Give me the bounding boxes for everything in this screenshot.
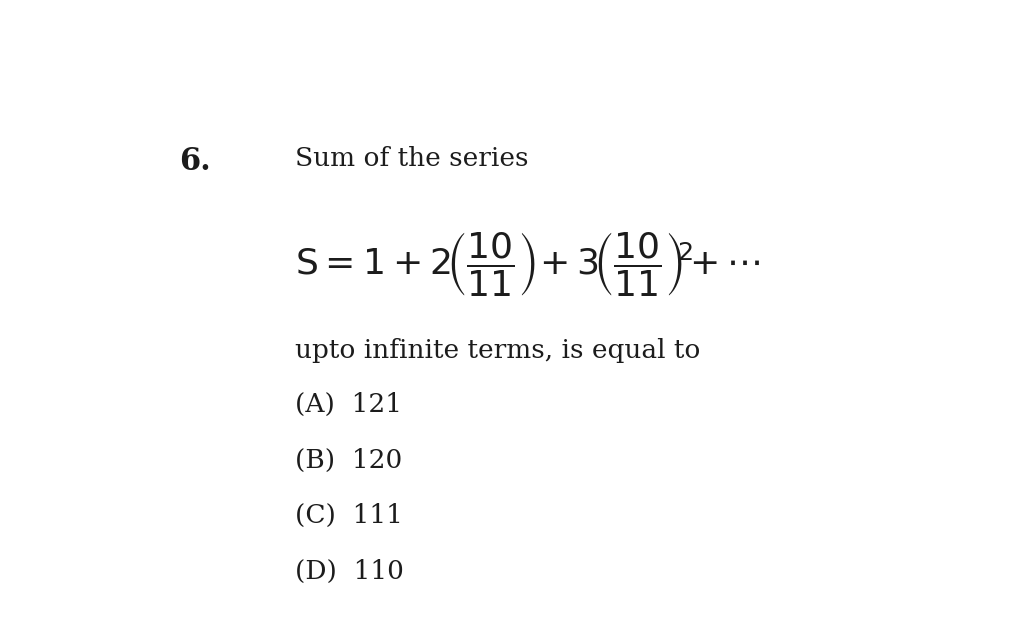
- Text: (C)  111: (C) 111: [295, 504, 402, 528]
- Text: $\mathsf{S} = 1 + 2\!\left(\dfrac{10}{11}\right)\! + 3\!\left(\dfrac{10}{11}\rig: $\mathsf{S} = 1 + 2\!\left(\dfrac{10}{11…: [295, 231, 761, 300]
- Text: 6.: 6.: [179, 146, 211, 177]
- Text: (B)  120: (B) 120: [295, 447, 401, 473]
- Text: 12: 12: [381, 49, 415, 73]
- Text: (D)  110: (D) 110: [295, 559, 403, 584]
- Text: upto infinite terms, is equal to: upto infinite terms, is equal to: [295, 338, 700, 363]
- Text: Sum of the series: Sum of the series: [295, 146, 528, 171]
- Text: (A)  121: (A) 121: [295, 391, 401, 416]
